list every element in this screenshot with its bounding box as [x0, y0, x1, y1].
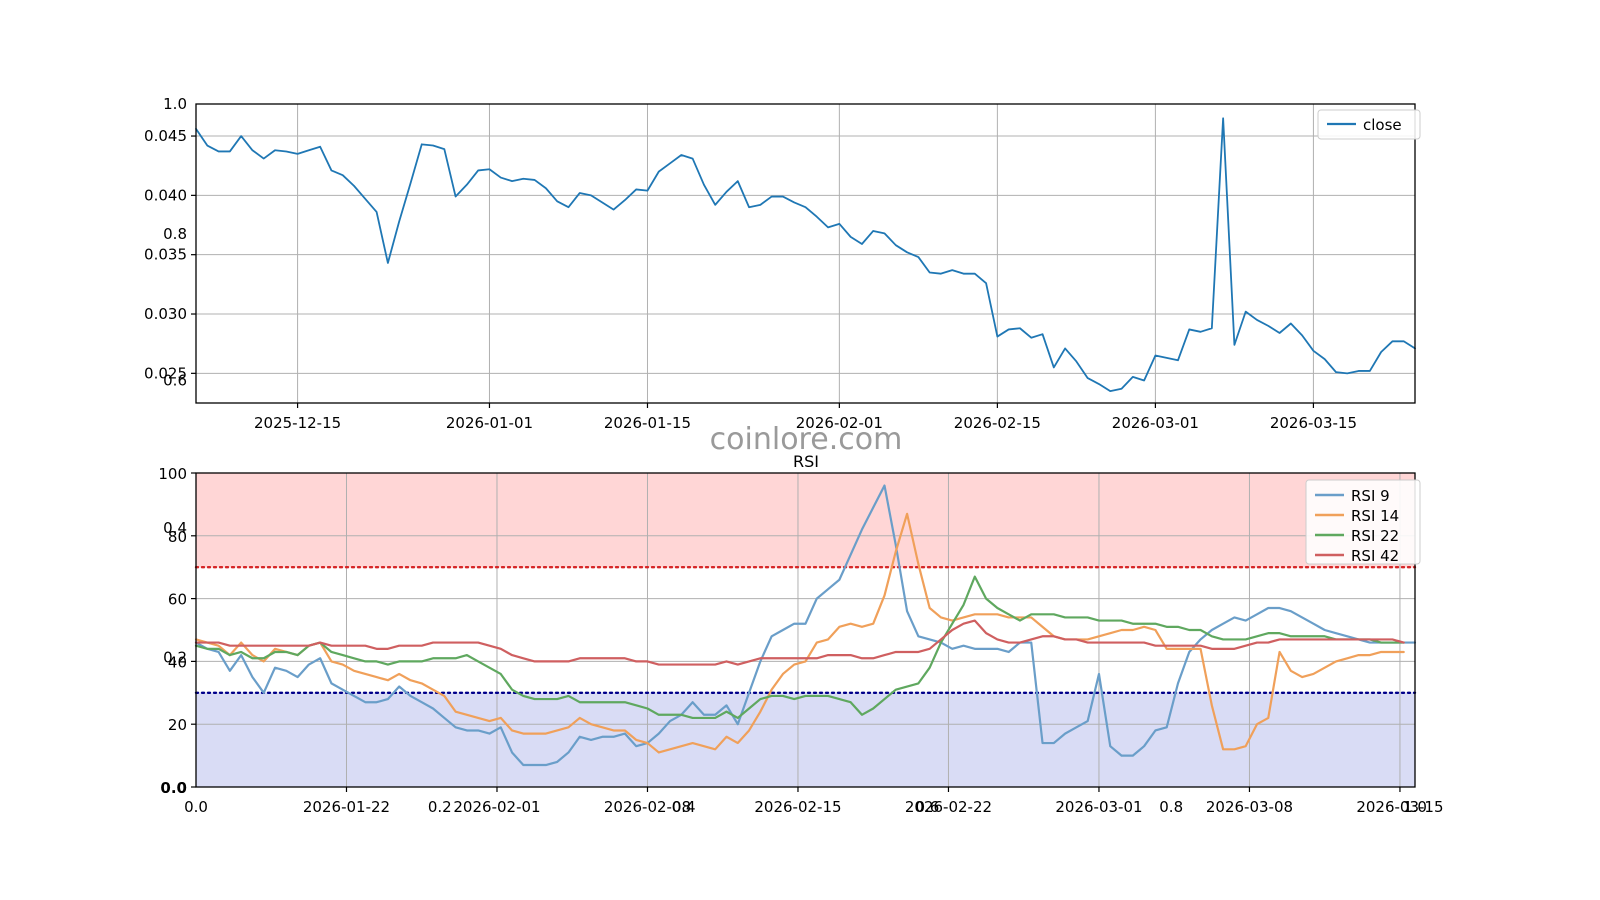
rsi-x-tick-label: 2026-03-08: [1206, 798, 1293, 816]
rsi-axes-frame: [195, 472, 1416, 788]
price-axes-frame: [195, 103, 1416, 404]
rsi-chart-panel: 0 20 40 60 80 100 0.4 0.2 0.0 2026-01-22 2026-02-0…: [158, 465, 1443, 816]
price-x-tick-label: 2026-03-15: [1270, 414, 1357, 432]
rsi-legend[interactable]: RSI 9 RSI 14 RSI 22 RSI 42: [1305, 479, 1421, 565]
price-plot-background: [196, 104, 1415, 403]
price-y-overlay-tick-label: 1.0: [163, 95, 187, 113]
rsi-legend-label-rsi-9: RSI 9: [1351, 487, 1390, 505]
rsi-legend-label-rsi-14: RSI 14: [1351, 507, 1399, 525]
rsi-y-overlay-tick-label: 0.4: [163, 519, 187, 537]
rsi-line-rsi-9: [194, 484, 1417, 767]
price-x-tick-label: 2026-02-01: [796, 414, 883, 432]
price-x-tick-label: 2026-01-15: [604, 414, 691, 432]
price-y-tick-label: 0.040: [144, 186, 187, 204]
rsi-y-overlay-tick-label: 0.2: [163, 649, 187, 667]
rsi-legend-label-rsi-42: RSI 42: [1351, 547, 1399, 565]
rsi-x-overlay-tick-label: 1.0: [1403, 798, 1427, 816]
price-close-line: [195, 117, 1416, 393]
price-y-tick-label: 0.045: [144, 127, 187, 145]
rsi-y-tick-label: 60: [168, 591, 187, 609]
rsi-y-tick-label: 80: [168, 528, 187, 546]
price-y-overlay-tick-label: 0.8: [163, 225, 187, 243]
rsi-x-overlay-tick-label: 0.0: [184, 798, 208, 816]
price-y-overlay-tick-label: 0.6: [163, 372, 187, 390]
price-x-tick-label: 2026-03-01: [1112, 414, 1199, 432]
rsi-x-tick-label: 2026-03-01: [1055, 798, 1142, 816]
rsi-line-rsi-14: [194, 512, 1405, 754]
rsi-line-rsi-22: [194, 575, 1405, 720]
rsi-x-tick-label: 2026-02-08: [604, 798, 691, 816]
rsi-x-tick-label: 2026-02-15: [754, 798, 841, 816]
price-y-tick-label: 0.025: [144, 364, 187, 382]
rsi-x-overlay-tick-label: 0.6: [915, 798, 939, 816]
rsi-x-overlay-tick-label: 0.8: [1159, 798, 1183, 816]
rsi-legend-box: [1305, 479, 1421, 565]
price-legend-box: [1317, 109, 1421, 140]
rsi-x-tick-label: 2026-03-15: [1356, 798, 1443, 816]
rsi-line-rsi-42: [194, 619, 1405, 666]
rsi-y-tick-label: 20: [168, 716, 187, 734]
price-y-tick-label: 0.030: [144, 305, 187, 323]
rsi-x-tick-label: 2026-01-22: [303, 798, 390, 816]
price-y-tick-label: 0.035: [144, 246, 187, 264]
price-x-tick-label: 2026-02-15: [954, 414, 1041, 432]
price-x-tick-label: 2025-12-15: [254, 414, 341, 432]
rsi-y-tick-label: 100: [158, 465, 187, 483]
rsi-panel-title: RSI: [793, 452, 819, 471]
rsi-legend-label-rsi-22: RSI 22: [1351, 527, 1399, 545]
watermark-text: coinlore.com: [710, 422, 903, 457]
rsi-x-overlay-tick-label: 0.4: [672, 798, 696, 816]
rsi-y-tick-label: 40: [168, 653, 187, 671]
price-chart-panel: 0.045 0.040 0.035 0.030 0.025 1.0 0.8 0.6 2025-1…: [144, 95, 1416, 432]
rsi-x-overlay-tick-label: 0.2: [428, 798, 452, 816]
rsi-overbought-band: [196, 473, 1415, 568]
price-x-tick-label: 2026-01-01: [446, 414, 533, 432]
rsi-oversold-band: [196, 692, 1415, 787]
price-legend-label-close: close: [1363, 116, 1402, 134]
rsi-y-overlay-tick-label: 0.0: [160, 779, 187, 797]
rsi-x-tick-label: 2026-02-22: [905, 798, 992, 816]
rsi-y-tick-label: 0: [177, 779, 187, 797]
price-legend[interactable]: close: [1317, 109, 1421, 140]
rsi-x-tick-label: 2026-02-01: [453, 798, 540, 816]
